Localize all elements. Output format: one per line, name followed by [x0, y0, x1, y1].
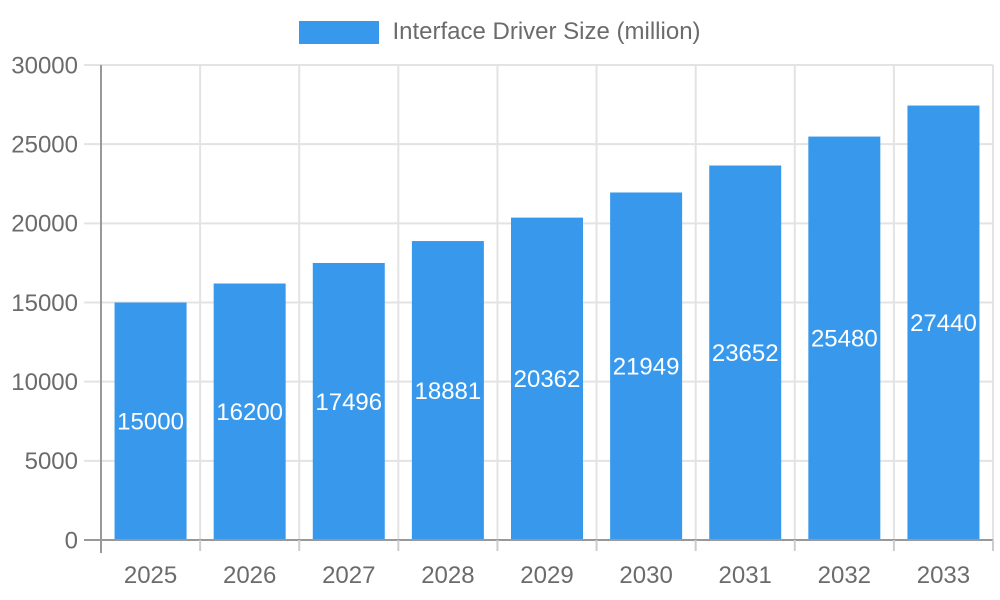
legend-label: Interface Driver Size (million) — [392, 18, 701, 45]
bar[interactable] — [709, 165, 782, 540]
x-tick-label: 2027 — [322, 562, 375, 589]
bar-value-label: 25480 — [811, 326, 878, 353]
y-tick-label: 15000 — [11, 290, 78, 317]
x-tick-label: 2028 — [421, 562, 474, 589]
x-tick-label: 2026 — [223, 562, 276, 589]
x-tick-label: 2025 — [124, 562, 177, 589]
x-tick-label: 2029 — [520, 562, 573, 589]
x-tick-label: 2030 — [619, 562, 672, 589]
bar-value-label: 16200 — [216, 399, 283, 426]
y-tick-label: 25000 — [11, 132, 78, 159]
bar-value-label: 18881 — [415, 378, 482, 405]
bar-value-label: 23652 — [712, 340, 779, 367]
bar[interactable] — [411, 241, 484, 540]
bar[interactable] — [114, 302, 187, 541]
x-tick-label: 2032 — [818, 562, 871, 589]
bar[interactable] — [808, 136, 881, 541]
legend-swatch — [299, 20, 380, 44]
bar-value-label: 21949 — [613, 354, 680, 381]
bar[interactable] — [511, 217, 583, 540]
y-tick-label: 0 — [65, 527, 78, 554]
x-tick-label: 2033 — [917, 562, 970, 589]
bar[interactable] — [312, 262, 385, 540]
bar[interactable] — [610, 192, 683, 540]
bar-value-label: 15000 — [117, 409, 184, 436]
bar-value-label: 17496 — [315, 389, 382, 416]
y-tick-label: 30000 — [11, 52, 78, 79]
y-tick-label: 20000 — [11, 211, 78, 238]
y-tick-label: 10000 — [11, 369, 78, 396]
bar-value-label: 20362 — [514, 366, 581, 393]
legend-item-interface-driver-size[interactable]: Interface Driver Size (million) — [0, 18, 1000, 46]
y-tick-label: 5000 — [25, 448, 78, 475]
bar[interactable] — [907, 105, 980, 541]
x-tick-label: 2031 — [719, 562, 772, 589]
bar[interactable] — [213, 283, 286, 541]
bar-value-label: 27440 — [910, 310, 977, 337]
